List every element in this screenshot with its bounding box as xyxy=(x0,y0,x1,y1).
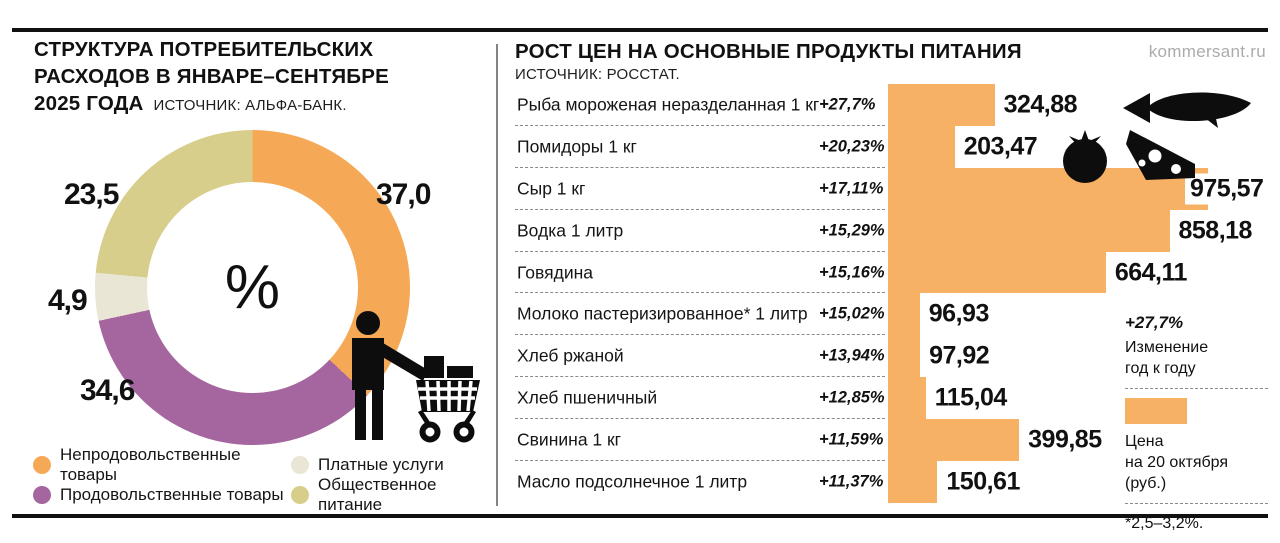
table-row: Свинина 1 кг +11,59% 399,85 xyxy=(515,419,1268,462)
left-title-line: 2025 ГОДА xyxy=(34,92,144,115)
legend-item: Платные услуги xyxy=(291,455,497,475)
product-name: Хлеб пшеничный xyxy=(517,387,658,408)
donut-value-label: 23,5 xyxy=(64,178,119,211)
change-percent: +11,59% xyxy=(819,430,884,449)
price-bar xyxy=(888,377,926,420)
donut-legend: Непродовольственные товары Продовольствен… xyxy=(33,445,497,514)
change-percent: +15,02% xyxy=(819,304,885,323)
product-name: Свинина 1 кг xyxy=(517,429,622,450)
legend-label: Общественное питание xyxy=(318,475,437,514)
panel-divider xyxy=(496,44,498,506)
donut-value-label: 34,6 xyxy=(80,374,135,407)
expenses-panel: СТРУКТУРА ПОТРЕБИТЕЛЬСКИХ РАСХОДОВ В ЯНВ… xyxy=(0,0,497,543)
product-name: Масло подсолнечное 1 литр xyxy=(517,471,748,492)
legend-footnote: *2,5–3,2%. xyxy=(1125,515,1204,532)
legend-label: Продовольственные товары xyxy=(60,485,284,504)
table-row: Рыба мороженая неразделанная 1 кг +27,7% 3… xyxy=(515,84,1268,126)
price-bar xyxy=(888,209,1170,252)
price-value: 96,93 xyxy=(923,298,994,330)
legend-color-dot xyxy=(291,486,309,504)
price-value: 324,88 xyxy=(998,89,1083,121)
price-value: 150,61 xyxy=(941,466,1025,498)
price-bar xyxy=(888,461,938,503)
product-name: Хлеб ржаной xyxy=(517,345,624,366)
table-row: Помидоры 1 кг +20,23% 203,47 xyxy=(515,125,1268,168)
legend-item: Продовольственные товары xyxy=(33,485,291,505)
change-percent: +12,85% xyxy=(819,388,885,407)
price-bar xyxy=(888,251,1106,294)
legend-change-caption: год к году xyxy=(1125,360,1196,377)
change-percent: +17,11% xyxy=(819,179,884,198)
product-name: Сыр 1 кг xyxy=(517,178,586,199)
table-row: Молоко пастеризированное* 1 литр +15,02% 9… xyxy=(515,293,1268,336)
table-row: Хлеб ржаной +13,94% 97,92 xyxy=(515,335,1268,378)
price-value: 975,57 xyxy=(1185,173,1269,205)
right-panel-title: РОСТ ЦЕН НА ОСНОВНЫЕ ПРОДУКТЫ ПИТАНИЯ xyxy=(515,40,1022,63)
legend-item: Непродовольственные товары xyxy=(33,445,291,485)
tomato-icon xyxy=(1063,130,1107,183)
site-url: kommersant.ru xyxy=(1148,42,1266,61)
bar-chart-legend: +27,7% Изменение год к году Цена на 20 о… xyxy=(1125,312,1268,534)
donut-value-label: 4,9 xyxy=(48,284,88,317)
price-bar xyxy=(888,419,1020,462)
left-title-line: СТРУКТУРА ПОТРЕБИТЕЛЬСКИХ xyxy=(34,38,374,61)
legend-color-dot xyxy=(33,456,51,474)
table-row: Хлеб пшеничный +12,85% 115,04 xyxy=(515,377,1268,420)
change-percent: +13,94% xyxy=(819,346,885,365)
table-row: Водка 1 литр +15,29% 858,18 xyxy=(515,209,1268,252)
price-value: 858,18 xyxy=(1173,215,1257,247)
product-name: Рыба мороженая неразделанная 1 кг xyxy=(517,94,820,115)
price-bar xyxy=(888,84,995,126)
legend-label: Платные услуги xyxy=(318,455,444,474)
legend-label: Непродовольственные товары xyxy=(60,445,241,484)
change-percent: +20,23% xyxy=(819,137,885,156)
price-bar xyxy=(888,125,955,168)
legend-change-example: +27,7% xyxy=(1125,313,1184,332)
price-value: 203,47 xyxy=(958,131,1043,163)
product-name: Говядина xyxy=(517,262,593,282)
price-value: 115,04 xyxy=(929,382,1012,414)
price-bar xyxy=(888,293,920,336)
price-value: 399,85 xyxy=(1023,424,1107,456)
bottom-rule xyxy=(12,514,1268,518)
prices-panel: РОСТ ЦЕН НА ОСНОВНЫЕ ПРОДУКТЫ ПИТАНИЯ ИС… xyxy=(515,40,1269,532)
cheese-icon xyxy=(1126,130,1195,180)
price-color-swatch xyxy=(1125,398,1187,424)
change-percent: +15,16% xyxy=(819,263,885,281)
donut-unit-label: % xyxy=(224,253,281,322)
legend-color-dot xyxy=(291,456,309,474)
change-percent: +11,37% xyxy=(819,472,884,491)
price-table: Рыба мороженая неразделанная 1 кг +27,7% 3… xyxy=(515,84,1269,503)
donut-value-label: 37,0 xyxy=(376,178,431,211)
table-row: Масло подсолнечное 1 литр +11,37% 150,61 xyxy=(515,461,1268,503)
legend-price-caption: (руб.) xyxy=(1125,475,1167,492)
legend-price-caption: на 20 октября xyxy=(1125,454,1229,471)
left-source-label: ИСТОЧНИК: АЛЬФА-БАНК. xyxy=(153,97,347,114)
change-percent: +27,7% xyxy=(819,95,876,114)
donut-hole: % xyxy=(147,182,358,393)
product-name: Водка 1 литр xyxy=(517,220,624,241)
legend-divider xyxy=(1125,503,1268,504)
product-name: Помидоры 1 кг xyxy=(517,136,637,157)
legend-divider xyxy=(1125,388,1268,389)
table-row: Говядина +15,16% 664,11 xyxy=(515,251,1268,294)
right-source-label: ИСТОЧНИК: РОССТАТ. xyxy=(515,66,680,83)
shopper-cart-icon xyxy=(352,311,480,443)
legend-price-caption: Цена xyxy=(1125,433,1164,450)
product-name: Молоко пастеризированное* 1 литр xyxy=(517,303,808,324)
change-percent: +15,29% xyxy=(819,221,885,240)
fish-icon xyxy=(1123,92,1251,128)
left-title-line: РАСХОДОВ В ЯНВАРЕ–СЕНТЯБРЕ xyxy=(34,65,389,88)
top-rule xyxy=(12,28,1268,32)
price-bar xyxy=(888,335,921,378)
legend-item: Общественное питание xyxy=(291,475,497,515)
legend-change-caption: Изменение xyxy=(1125,339,1209,356)
left-panel-title: СТРУКТУРА ПОТРЕБИТЕЛЬСКИХ РАСХОДОВ В ЯНВ… xyxy=(34,36,389,119)
legend-color-dot xyxy=(33,486,51,504)
price-value: 664,11 xyxy=(1109,257,1192,288)
price-value: 97,92 xyxy=(924,340,995,372)
